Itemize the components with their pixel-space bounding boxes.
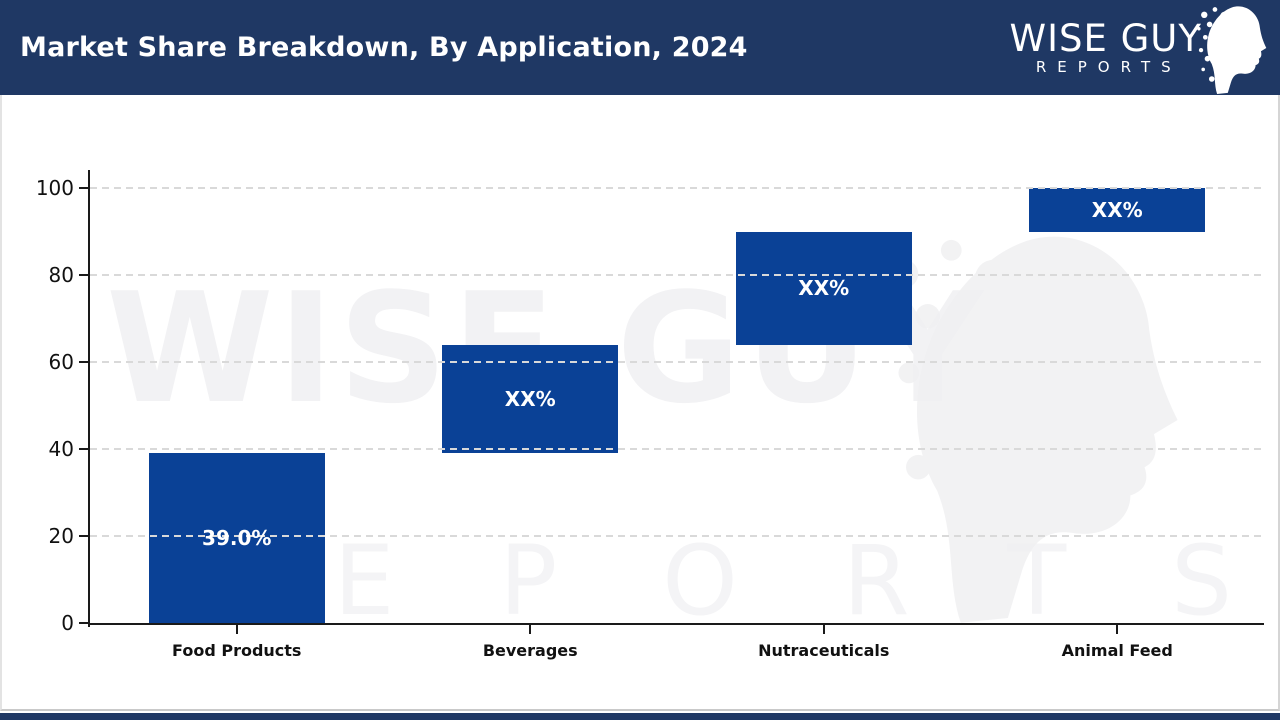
bar-animal-feed	[1029, 188, 1206, 232]
x-category-label: Beverages	[482, 641, 578, 660]
y-tick-label: 60	[48, 350, 74, 374]
y-tick-mark	[79, 187, 88, 189]
gridline-80	[90, 274, 1264, 276]
y-tick-mark	[79, 274, 88, 276]
y-tick-label: 0	[61, 611, 74, 635]
bar-beverages	[442, 344, 619, 454]
x-category-label: Food Products	[172, 641, 302, 660]
logo-subtext: REPORTS	[1035, 58, 1182, 76]
x-category-label: Animal Feed	[1061, 641, 1173, 660]
logo-wordmark: WISE GUY	[1009, 17, 1202, 60]
gridline-40	[90, 448, 1264, 450]
gridline-60	[90, 361, 1264, 363]
y-tick-label: 80	[48, 263, 74, 287]
plot-area: 0 20 40 60 80 100 39.0% Food Products XX% Beverag…	[36, 177, 1264, 660]
y-tick-mark	[79, 535, 88, 537]
bar-food-products	[148, 453, 325, 623]
bar-nutraceuticals	[735, 231, 912, 345]
y-tick-label: 20	[48, 524, 74, 548]
x-tick-mark	[235, 625, 238, 634]
x-category-label: Nutraceuticals	[758, 641, 890, 660]
y-tick-label: 40	[48, 437, 74, 461]
y-tick-mark	[79, 622, 88, 624]
x-axis-line	[88, 623, 1264, 625]
x-tick-mark	[529, 625, 532, 634]
y-tick-label: 100	[35, 176, 74, 200]
waterfall-chart: 0 20 40 60 80 100 39.0% Food Products XX% Beverag…	[2, 95, 1278, 709]
head-profile-icon	[1197, 5, 1267, 94]
x-tick-mark	[822, 625, 825, 634]
y-tick-mark	[79, 448, 88, 450]
chart-canvas: WISE GUY REPORTS 0 20 40 60 80 100 39.0% Food P…	[0, 95, 1280, 711]
page-title: Market Share Breakdown, By Application, …	[20, 32, 748, 63]
y-tick-mark	[79, 361, 88, 363]
brand-logo: WISE GUY REPORTS	[1010, 0, 1274, 95]
x-tick-mark	[1116, 625, 1119, 634]
header-band: Market Share Breakdown, By Application, …	[0, 0, 1280, 95]
y-axis-line	[88, 170, 90, 627]
footer-band	[0, 713, 1280, 720]
